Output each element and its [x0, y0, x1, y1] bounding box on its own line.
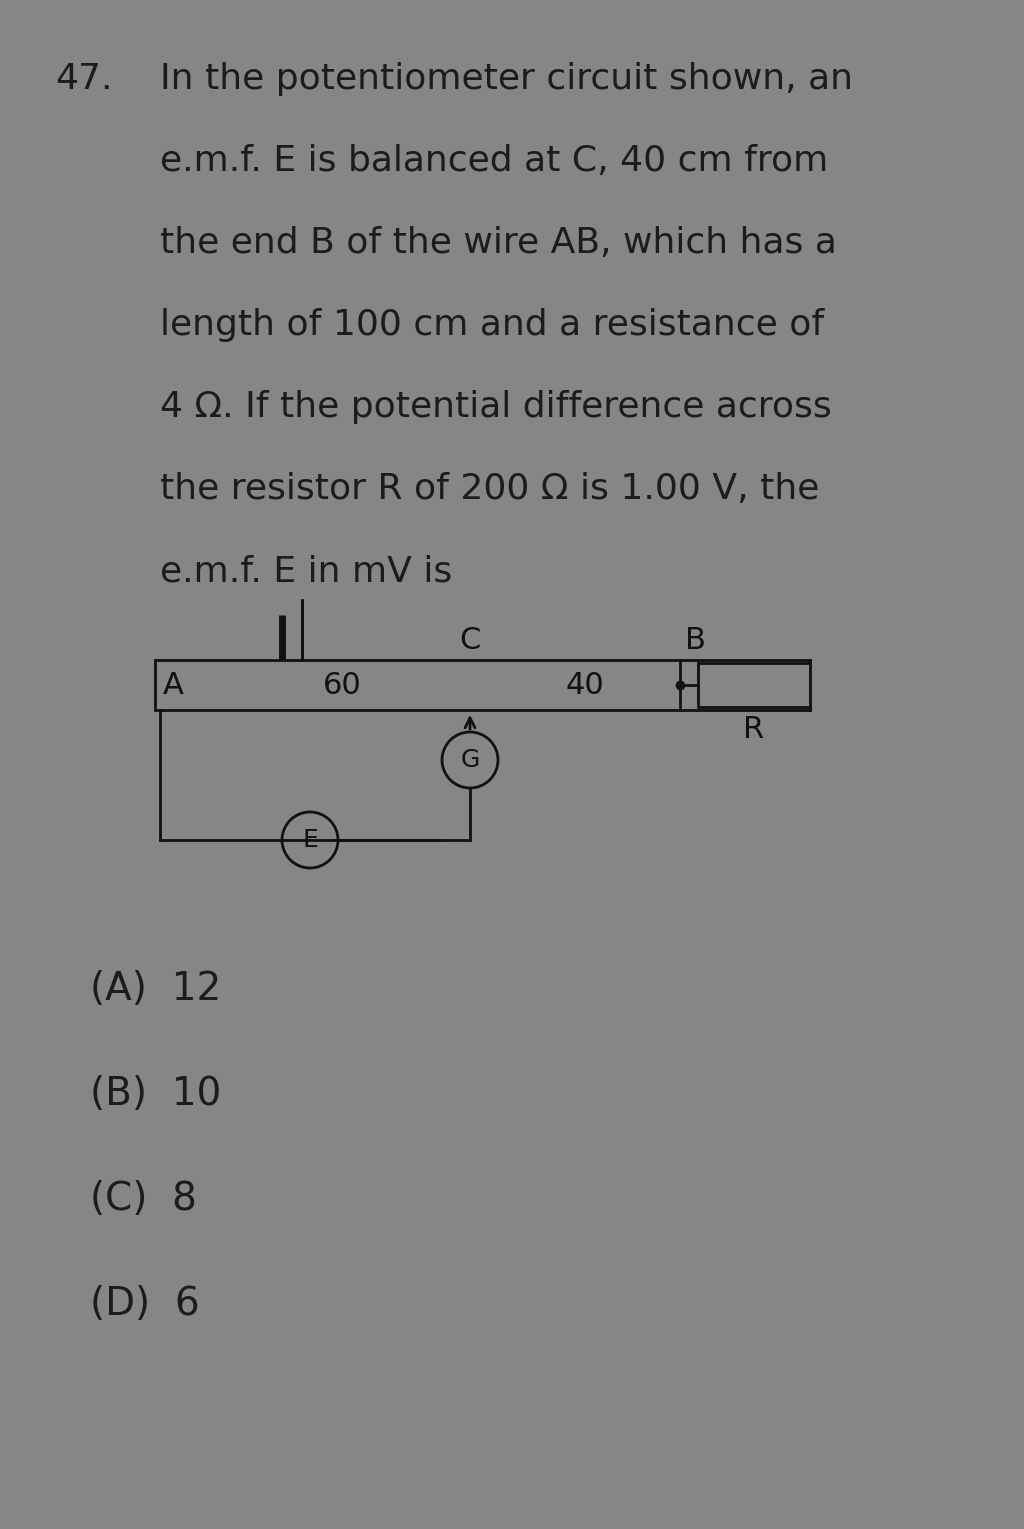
Text: B: B	[685, 625, 706, 654]
Text: A: A	[163, 671, 184, 699]
Text: E: E	[302, 829, 317, 852]
Text: the resistor R of 200 Ω is 1.00 V, the: the resistor R of 200 Ω is 1.00 V, the	[160, 472, 819, 506]
Text: e.m.f. E in mV is: e.m.f. E in mV is	[160, 553, 453, 589]
Bar	[698, 664, 810, 706]
Text: (C)  8: (C) 8	[90, 1180, 197, 1219]
Text: In the potentiometer circuit shown, an: In the potentiometer circuit shown, an	[160, 63, 853, 96]
Text: e.m.f. E is balanced at C, 40 cm from: e.m.f. E is balanced at C, 40 cm from	[160, 144, 828, 177]
Text: (B)  10: (B) 10	[90, 1075, 221, 1113]
Text: the end B of the wire AB, which has a: the end B of the wire AB, which has a	[160, 226, 837, 260]
Text: R: R	[743, 716, 765, 745]
Text: length of 100 cm and a resistance of: length of 100 cm and a resistance of	[160, 307, 824, 342]
Text: 40: 40	[565, 671, 604, 699]
Text: 4 Ω. If the potential difference across: 4 Ω. If the potential difference across	[160, 390, 831, 424]
Bar	[155, 661, 680, 709]
Text: C: C	[460, 625, 480, 654]
Text: (A)  12: (A) 12	[90, 969, 221, 1008]
Text: (D)  6: (D) 6	[90, 1284, 200, 1323]
Text: 47.: 47.	[55, 63, 113, 96]
Text: 60: 60	[324, 671, 361, 699]
Text: G: G	[461, 748, 479, 772]
